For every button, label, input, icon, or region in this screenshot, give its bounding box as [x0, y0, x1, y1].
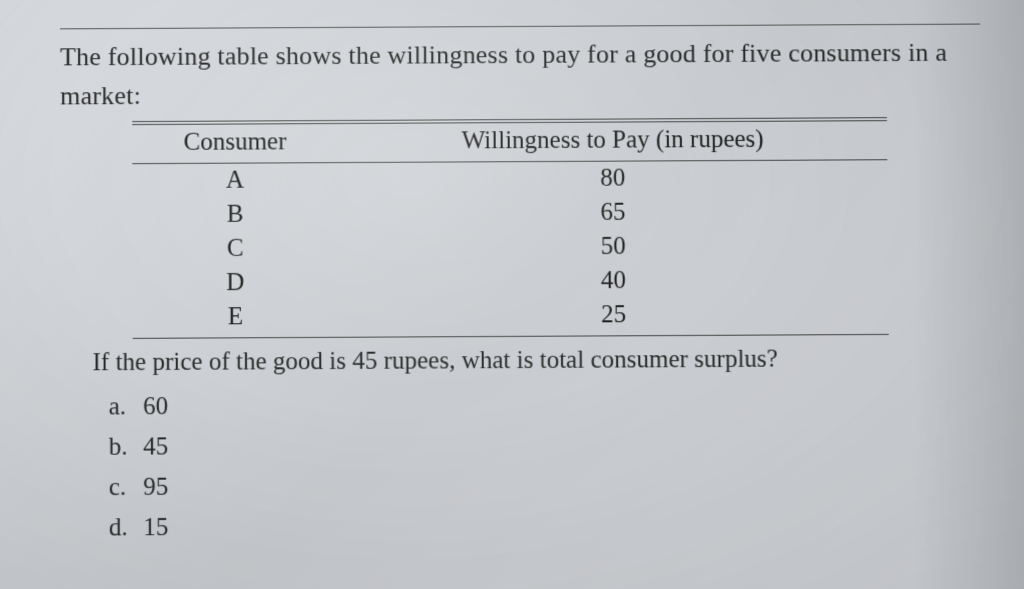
table-row: E 25 — [133, 297, 890, 339]
willingness-table-wrap: Consumer Willingness to Pay (in rupees) … — [132, 117, 889, 339]
question-followup: If the price of the good is 45 rupees, w… — [93, 344, 984, 377]
cell-consumer: C — [132, 231, 338, 266]
cell-wtp: 50 — [338, 228, 888, 265]
table-row: A 80 — [132, 160, 888, 199]
option-label: a. — [109, 387, 137, 427]
cell-consumer: B — [132, 197, 338, 232]
option-label: c. — [109, 468, 137, 508]
question-intro: The following table shows the willingnes… — [60, 33, 981, 116]
option-d: d. 15 — [109, 504, 985, 549]
option-value: 15 — [143, 514, 168, 541]
exam-page: The following table shows the willingnes… — [12, 5, 1018, 586]
cell-wtp: 25 — [338, 297, 889, 338]
option-label: b. — [109, 427, 137, 467]
cell-wtp: 65 — [338, 194, 888, 231]
cell-wtp: 40 — [338, 263, 889, 300]
willingness-table: Consumer Willingness to Pay (in rupees) … — [132, 120, 889, 339]
option-a: a. 60 — [109, 383, 984, 428]
cell-consumer: A — [132, 163, 338, 199]
table-row: B 65 — [132, 194, 888, 232]
col-wtp: Willingness to Pay (in rupees) — [338, 121, 888, 163]
cell-consumer: E — [133, 300, 339, 339]
table-header-row: Consumer Willingness to Pay (in rupees) — [132, 121, 887, 164]
option-c: c. 95 — [109, 463, 985, 508]
option-value: 45 — [143, 433, 168, 460]
col-consumer: Consumer — [132, 124, 338, 164]
option-label: d. — [109, 508, 137, 549]
option-b: b. 45 — [109, 423, 985, 468]
table-row: C 50 — [132, 228, 888, 266]
cell-wtp: 80 — [338, 160, 888, 197]
table-row: D 40 — [132, 263, 888, 301]
answer-options: a. 60 b. 45 c. 95 d. 15 — [109, 383, 985, 549]
cell-consumer: D — [132, 265, 338, 300]
option-value: 60 — [143, 393, 168, 420]
option-value: 95 — [143, 474, 168, 501]
top-rule — [60, 24, 980, 30]
